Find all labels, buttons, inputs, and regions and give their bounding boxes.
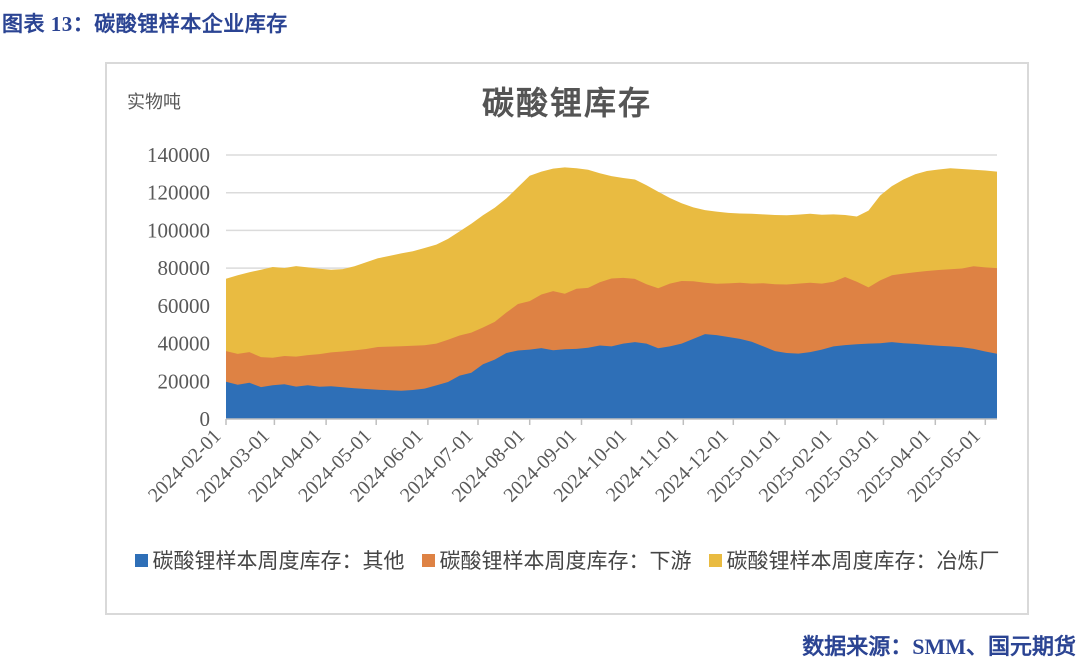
y-axis-label: 40000 <box>158 332 211 356</box>
chart-container: 2024-02-01 2024-03-01 2024-04-01 2024-05-01… <box>105 62 1029 615</box>
y-axis-label: 60000 <box>158 294 211 318</box>
legend-label-smelter: 碳酸锂样本周度库存：冶炼厂 <box>726 549 1000 573</box>
legend-item-downstream: 碳酸锂样本周度库存：下游 <box>421 545 692 575</box>
figure-heading: 图表 13：碳酸锂样本企业库存 <box>2 12 288 36</box>
y-axis-label: 0 <box>200 407 211 431</box>
legend-swatch-orange-icon <box>421 553 435 567</box>
chart-legend: 碳酸锂样本周度库存：其他 碳酸锂样本周度库存：下游 碳酸锂样本周度库存：冶炼厂 <box>107 545 1027 575</box>
chart-plot-area: 2024-02-012024-03-012024-04-012024-05-01… <box>144 143 997 507</box>
legend-label-downstream: 碳酸锂样本周度库存：下游 <box>439 549 692 573</box>
legend-item-other: 碳酸锂样本周度库存：其他 <box>134 545 405 575</box>
y-axis-label: 80000 <box>158 256 211 280</box>
legend-label-other: 碳酸锂样本周度库存：其他 <box>152 549 405 573</box>
y-axis-label: 100000 <box>147 218 210 242</box>
y-axis-label: 120000 <box>147 181 210 205</box>
y-axis-label: 140000 <box>147 143 210 167</box>
area-series-0 <box>226 334 997 419</box>
legend-item-smelter: 碳酸锂样本周度库存：冶炼厂 <box>708 545 1000 575</box>
y-axis-unit-label: 实物吨 <box>127 92 181 112</box>
legend-swatch-blue-icon <box>134 553 148 567</box>
data-source-note: 数据来源：SMM、国元期货 <box>802 634 1076 659</box>
chart-title: 碳酸锂库存 <box>481 85 652 121</box>
y-axis-label: 20000 <box>158 369 211 393</box>
legend-swatch-yellow-icon <box>708 553 722 567</box>
